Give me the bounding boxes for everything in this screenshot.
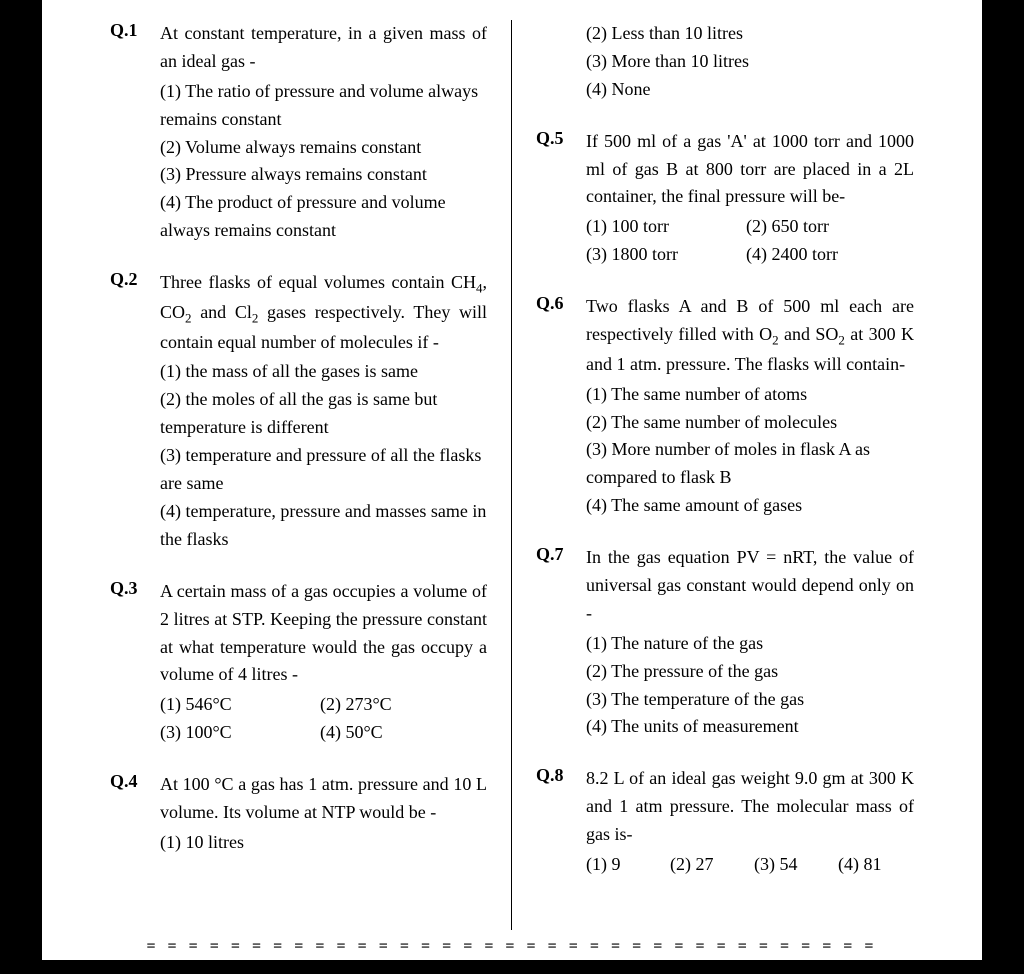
q8-number: Q.8: [536, 765, 572, 786]
q6-opt1: (1) The same number of atoms: [586, 381, 914, 409]
section-divider: = = = = = = = = = = = = = = = = = = = = …: [92, 938, 932, 956]
q5-number: Q.5: [536, 128, 572, 149]
q1-opt3: (3) Pressure always remains constant: [160, 161, 487, 189]
question-6: Q.6 Two flasks A and B of 500 ml each ar…: [536, 293, 914, 520]
q2-opt4: (4) temperature, pressure and masses sam…: [160, 498, 487, 554]
q2-opt1: (1) the mass of all the gases is same: [160, 358, 487, 386]
q3-options: (1) 546°C (2) 273°C (3) 100°C (4) 50°C: [160, 691, 487, 747]
right-column: (2) Less than 10 litres (3) More than 10…: [512, 20, 932, 930]
q4-options-right: (2) Less than 10 litres (3) More than 10…: [586, 20, 914, 104]
q8-options: (1) 9 (2) 27 (3) 54 (4) 81: [586, 851, 914, 879]
q5-opt3: (3) 1800 torr: [586, 241, 706, 269]
q8-opt2: (2) 27: [670, 851, 730, 879]
q2-opt2: (2) the moles of all the gas is same but…: [160, 386, 487, 442]
q7-text: In the gas equation PV = nRT, the value …: [586, 544, 914, 628]
q3-opt4: (4) 50°C: [320, 719, 440, 747]
q3-text: A certain mass of a gas occupies a volum…: [160, 578, 487, 690]
q7-options: (1) The nature of the gas (2) The pressu…: [586, 630, 914, 742]
q6-options: (1) The same number of atoms (2) The sam…: [586, 381, 914, 520]
q8-opt4: (4) 81: [838, 851, 898, 879]
q1-text: At constant temperature, in a given mass…: [160, 20, 487, 76]
q1-options: (1) The ratio of pressure and volume alw…: [160, 78, 487, 245]
q4-options-left: (1) 10 litres: [160, 829, 487, 857]
q6-text: Two flasks A and B of 500 ml each are re…: [586, 293, 914, 379]
page: Q.1 At constant temperature, in a given …: [42, 0, 982, 960]
q2-options: (1) the mass of all the gases is same (2…: [160, 358, 487, 553]
question-8: Q.8 8.2 L of an ideal gas weight 9.0 gm …: [536, 765, 914, 879]
q6-opt4: (4) The same amount of gases: [586, 492, 914, 520]
q6-opt2: (2) The same number of molecules: [586, 409, 914, 437]
question-1: Q.1 At constant temperature, in a given …: [110, 20, 487, 245]
q3-opt3: (3) 100°C: [160, 719, 280, 747]
q5-opt2: (2) 650 torr: [746, 213, 866, 241]
q1-opt1: (1) The ratio of pressure and volume alw…: [160, 78, 487, 134]
q7-opt1: (1) The nature of the gas: [586, 630, 914, 658]
q7-opt4: (4) The units of measurement: [586, 713, 914, 741]
q3-opt1: (1) 546°C: [160, 691, 280, 719]
q4-opt4: (4) None: [586, 76, 914, 104]
q7-opt2: (2) The pressure of the gas: [586, 658, 914, 686]
q2-tc: and Cl: [192, 302, 252, 322]
q3-opt2: (2) 273°C: [320, 691, 440, 719]
q4-opt2: (2) Less than 10 litres: [586, 20, 914, 48]
question-5: Q.5 If 500 ml of a gas 'A' at 1000 torr …: [536, 128, 914, 269]
q1-opt4: (4) The product of pressure and volume a…: [160, 189, 487, 245]
q2-ta: Three flasks of equal volumes contain CH: [160, 272, 476, 292]
q7-opt3: (3) The temperature of the gas: [586, 686, 914, 714]
q1-number: Q.1: [110, 20, 146, 41]
q4-opt3: (3) More than 10 litres: [586, 48, 914, 76]
content-columns: Q.1 At constant temperature, in a given …: [92, 20, 932, 930]
q8-text: 8.2 L of an ideal gas weight 9.0 gm at 3…: [586, 765, 914, 849]
q4-opt1: (1) 10 litres: [160, 829, 487, 857]
question-4: Q.4 At 100 °C a gas has 1 atm. pressure …: [110, 771, 487, 857]
q5-opt4: (4) 2400 torr: [746, 241, 866, 269]
question-3: Q.3 A certain mass of a gas occupies a v…: [110, 578, 487, 747]
left-column: Q.1 At constant temperature, in a given …: [92, 20, 512, 930]
q6-number: Q.6: [536, 293, 572, 314]
q5-opt1: (1) 100 torr: [586, 213, 706, 241]
q4-continued: (2) Less than 10 litres (3) More than 10…: [536, 20, 914, 104]
q2-opt3: (3) temperature and pressure of all the …: [160, 442, 487, 498]
q7-number: Q.7: [536, 544, 572, 565]
question-2: Q.2 Three flasks of equal volumes contai…: [110, 269, 487, 554]
q5-text: If 500 ml of a gas 'A' at 1000 torr and …: [586, 128, 914, 212]
q8-opt3: (3) 54: [754, 851, 814, 879]
q6-opt3: (3) More number of moles in flask A as c…: [586, 436, 914, 492]
q3-number: Q.3: [110, 578, 146, 599]
q6-tb: and SO: [779, 324, 839, 344]
question-7: Q.7 In the gas equation PV = nRT, the va…: [536, 544, 914, 741]
q4-text: At 100 °C a gas has 1 atm. pressure and …: [160, 771, 487, 827]
q4-number: Q.4: [110, 771, 146, 792]
q2-number: Q.2: [110, 269, 146, 290]
q5-options: (1) 100 torr (2) 650 torr (3) 1800 torr …: [586, 213, 914, 269]
q1-opt2: (2) Volume always remains constant: [160, 134, 487, 162]
q2-text: Three flasks of equal volumes contain CH…: [160, 269, 487, 356]
q8-opt1: (1) 9: [586, 851, 646, 879]
